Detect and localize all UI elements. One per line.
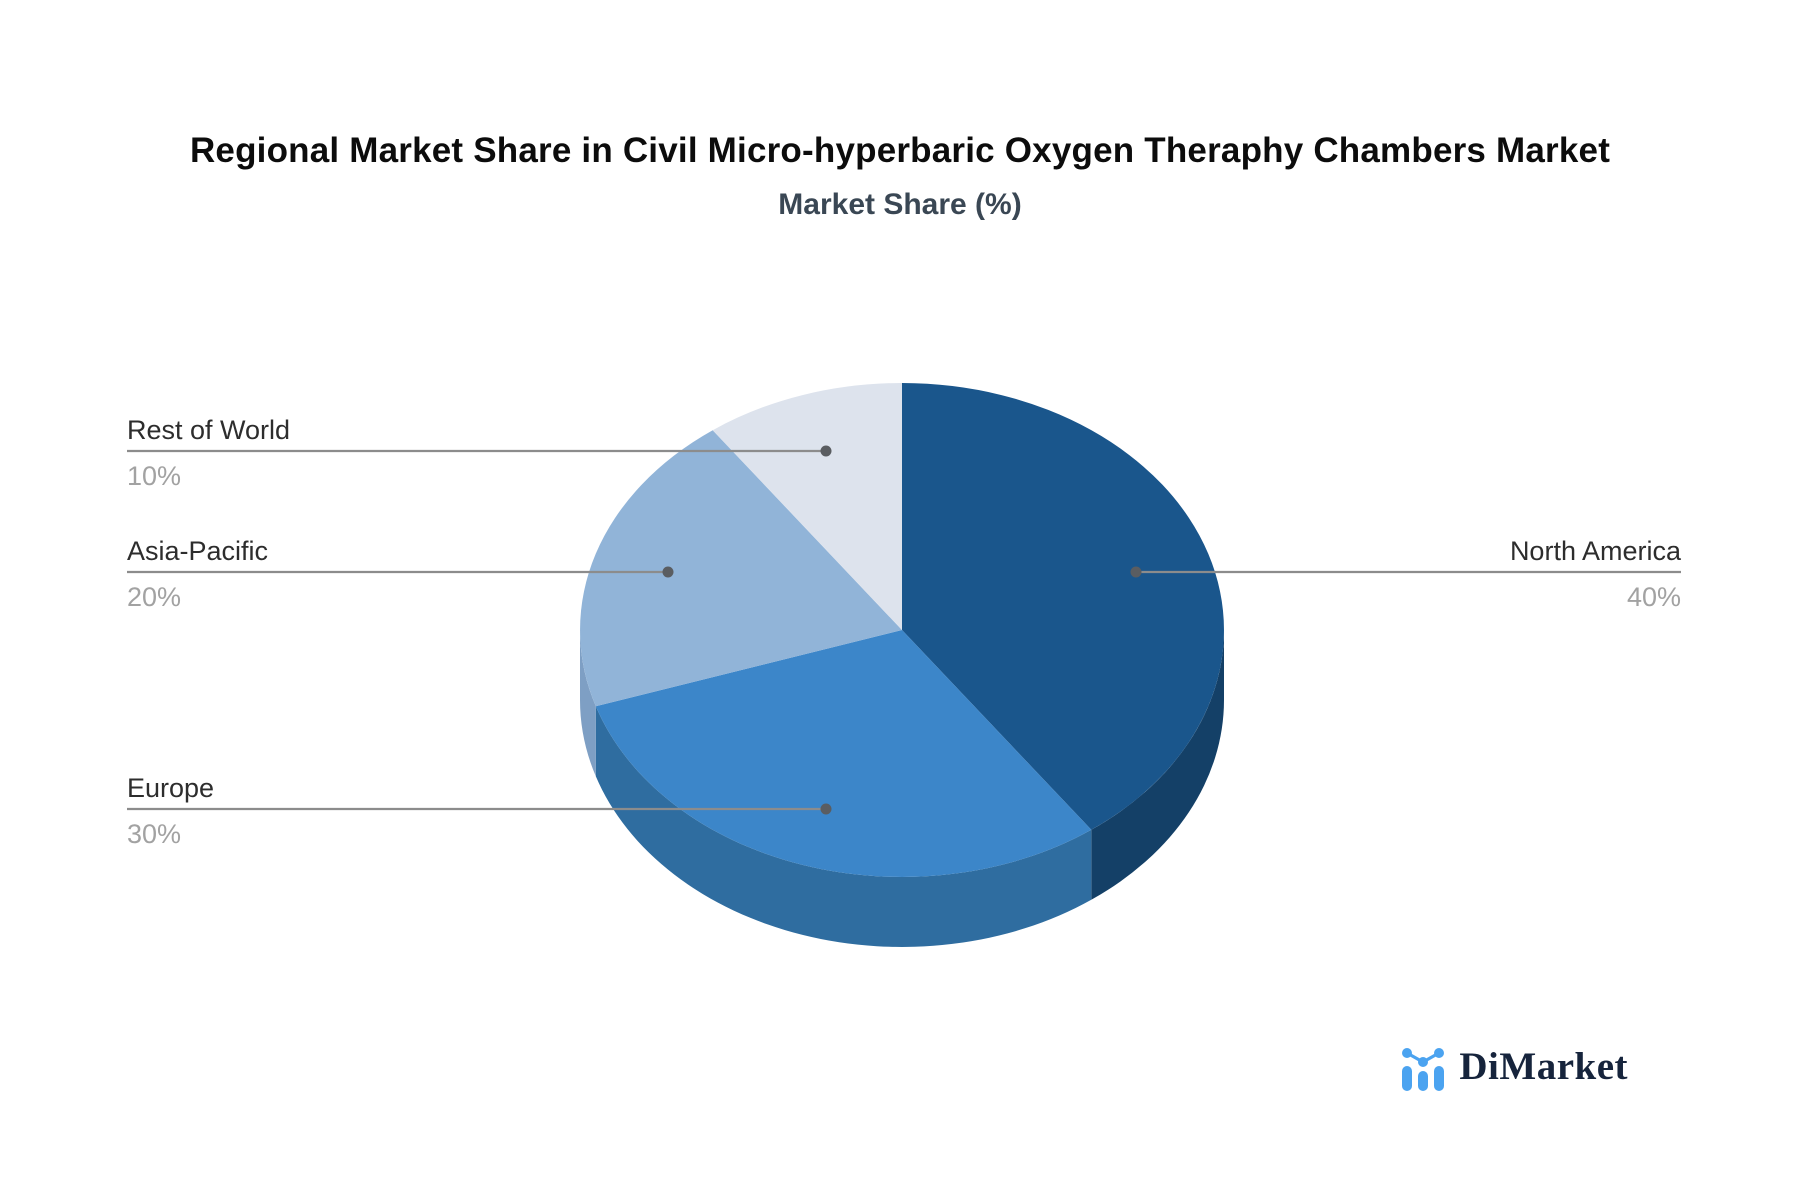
pie-slice-asia-pacific[interactable]	[580, 430, 902, 707]
value-europe: 30%	[127, 819, 182, 849]
leader-dot-asia-pacific	[662, 566, 674, 578]
brand-logo: DiMarket	[1399, 1040, 1628, 1092]
pie-slice-rest-of-world[interactable]	[712, 383, 902, 630]
label-north-america: North America	[1509, 536, 1681, 566]
chart-title: Regional Market Share in Civil Micro-hyp…	[189, 131, 1611, 170]
value-north-america: 40%	[1626, 582, 1681, 612]
chart-subtitle: Market Share (%)	[778, 188, 1022, 221]
pie-side-europe	[595, 706, 1092, 947]
brand-name: DiMarket	[1459, 1044, 1628, 1088]
label-asia-pacific: Asia-Pacific	[127, 536, 269, 566]
value-rest-of-world: 10%	[127, 461, 182, 491]
value-asia-pacific: 20%	[127, 582, 182, 612]
bar-line-chart-icon	[1402, 1048, 1445, 1091]
pie-side-north-america	[1091, 630, 1224, 900]
leader-dot-rest-of-world	[820, 445, 832, 457]
label-europe: Europe	[127, 773, 215, 803]
pie-slice-europe[interactable]	[595, 630, 1092, 877]
label-rest-of-world: Rest of World	[127, 415, 291, 445]
leader-dot-north-america	[1130, 566, 1142, 578]
pie-side-asia-pacific	[580, 630, 596, 777]
leader-dot-europe	[820, 803, 832, 815]
pie-slice-north-america[interactable]	[902, 383, 1224, 830]
